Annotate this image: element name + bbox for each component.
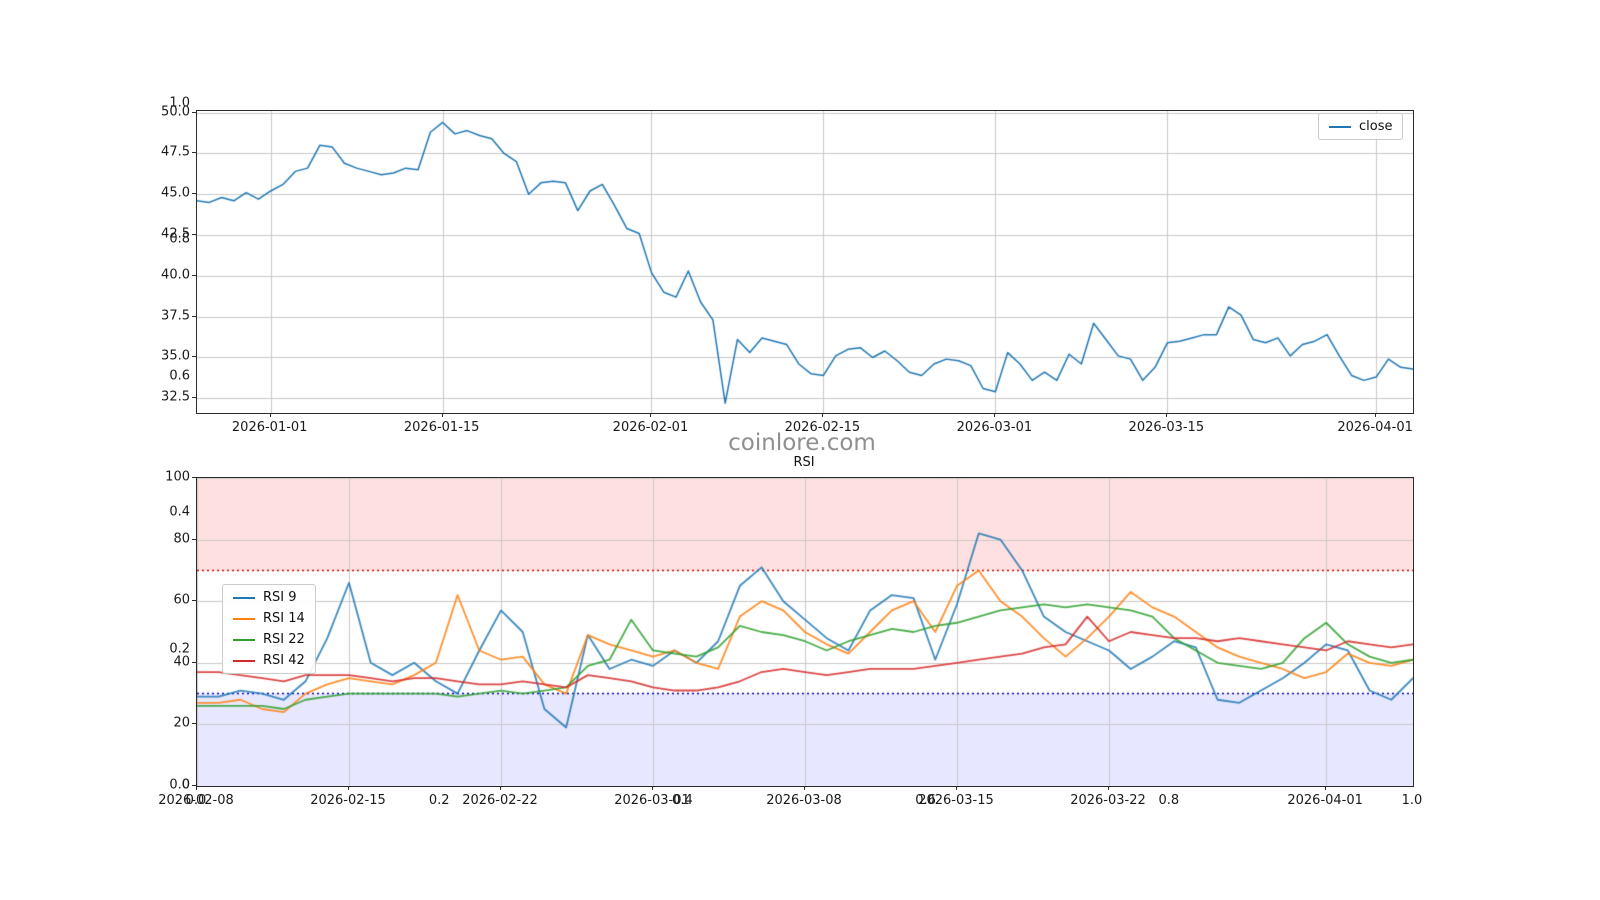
rsi22-line-swatch [233, 638, 255, 641]
rsi-chart-canvas [196, 477, 1414, 787]
close-line-swatch [1329, 125, 1351, 128]
y-tick-mark [192, 315, 196, 317]
x-tick-label: 2026-03-01 [614, 793, 690, 808]
x-tick-mark [1375, 413, 1377, 417]
x-tick-label: 2026-03-15 [1128, 420, 1205, 435]
x-tick-label: 2026-02-22 [462, 793, 538, 808]
price-legend: close [1318, 113, 1404, 140]
y-tick-label: 50.0 [161, 104, 190, 120]
legend-label-rsi14: RSI 14 [263, 611, 305, 626]
legend-label-close: close [1359, 119, 1393, 134]
x-tick-mark [441, 413, 443, 417]
rsi14-line-swatch [233, 617, 255, 620]
legend-label-rsi9: RSI 9 [263, 590, 297, 605]
legend-label-rsi22: RSI 22 [263, 632, 305, 647]
rsi-chart-title: RSI [793, 455, 815, 470]
y-tick-label: 40.0 [161, 267, 190, 283]
overlay-x-tick-label: 0.8 [1158, 793, 1180, 808]
y-tick-label: 45.0 [161, 185, 190, 201]
legend-item-rsi42: RSI 42 [233, 653, 305, 668]
x-tick-label: 2026-03-08 [766, 793, 842, 808]
x-tick-mark [956, 786, 957, 790]
y-tick-label: 60 [173, 592, 190, 608]
overlay-x-tick-label: 0.2 [428, 793, 450, 808]
x-tick-label: 2026-01-01 [231, 420, 308, 435]
overlay-x-tick-label: 0.6 [915, 793, 936, 808]
x-tick-label: 2026-03-01 [956, 420, 1033, 435]
overlay-x-tick-label: 0.0 [185, 793, 207, 808]
y-tick-mark [192, 600, 196, 602]
y-tick-mark [192, 356, 196, 358]
legend-label-rsi42: RSI 42 [263, 653, 305, 668]
x-tick-mark [1108, 786, 1109, 790]
watermark: coinlore.com [728, 430, 876, 456]
overlay-y-tick-label: 0.8 [169, 231, 190, 247]
y-tick-label: 0 [181, 777, 190, 793]
overlay-y-tick-label: 0.2 [169, 641, 190, 657]
overlay-y-tick-label: 0.6 [169, 368, 190, 384]
y-tick-label: 37.5 [161, 308, 190, 324]
y-tick-mark [192, 274, 196, 276]
rsi42-line-swatch [233, 659, 255, 662]
x-tick-mark [994, 413, 996, 417]
overlay-y-tick-label: 0.0 [169, 777, 190, 793]
y-tick-mark [192, 661, 196, 663]
legend-item-rsi9: RSI 9 [233, 590, 305, 605]
y-tick-mark [192, 785, 196, 786]
y-tick-label: 100 [165, 469, 190, 485]
x-tick-label: 2026-03-15 [918, 793, 994, 808]
y-tick-mark [192, 538, 196, 540]
x-tick-mark [804, 786, 805, 790]
x-tick-mark [1166, 413, 1168, 417]
x-tick-label: 2026-02-15 [784, 420, 861, 435]
y-tick-label: 32.5 [161, 389, 190, 405]
y-tick-label: 40 [173, 654, 190, 670]
x-tick-mark [269, 413, 271, 417]
x-tick-mark [652, 786, 653, 790]
y-tick-label: 47.5 [161, 144, 190, 160]
y-tick-mark [192, 723, 196, 725]
overlay-y-tick-label: 1.0 [169, 95, 190, 111]
y-tick-label: 35.0 [161, 348, 190, 364]
y-tick-mark [192, 477, 196, 478]
y-tick-mark [192, 111, 196, 113]
y-tick-mark [192, 397, 196, 399]
rsi9-line-swatch [233, 596, 255, 599]
y-tick-label: 80 [173, 531, 190, 547]
x-tick-label: 2026-02-01 [612, 420, 689, 435]
x-tick-mark [822, 413, 824, 417]
x-tick-mark [1325, 786, 1327, 790]
x-tick-mark [650, 413, 652, 417]
x-tick-mark [196, 786, 197, 790]
legend-item-rsi14: RSI 14 [233, 611, 305, 626]
x-tick-label: 2026-04-01 [1287, 793, 1363, 808]
x-tick-label: 2026-02-15 [310, 793, 386, 808]
y-tick-mark [192, 193, 196, 195]
y-tick-label: 20 [173, 715, 190, 731]
x-tick-label: 2026-04-01 [1337, 420, 1413, 435]
overlay-x-tick-label: 0.4 [672, 793, 693, 808]
x-tick-label: 2026-02-08 [158, 793, 234, 808]
overlay-y-tick-label: 0.4 [169, 504, 190, 520]
y-tick-mark [192, 152, 196, 154]
price-chart-canvas [196, 110, 1414, 414]
x-tick-label: 2026-01-15 [403, 420, 480, 435]
x-tick-mark [348, 786, 349, 790]
overlay-x-tick-label: 1.0 [1401, 793, 1423, 808]
x-tick-mark [500, 786, 501, 790]
y-tick-label: 42.5 [161, 226, 190, 242]
rsi-legend: RSI 9 RSI 14 RSI 22 RSI 42 [222, 584, 316, 674]
legend-item-close: close [1329, 119, 1392, 134]
legend-item-rsi22: RSI 22 [233, 632, 305, 647]
y-tick-mark [192, 234, 196, 236]
x-tick-label: 2026-03-22 [1070, 793, 1146, 808]
